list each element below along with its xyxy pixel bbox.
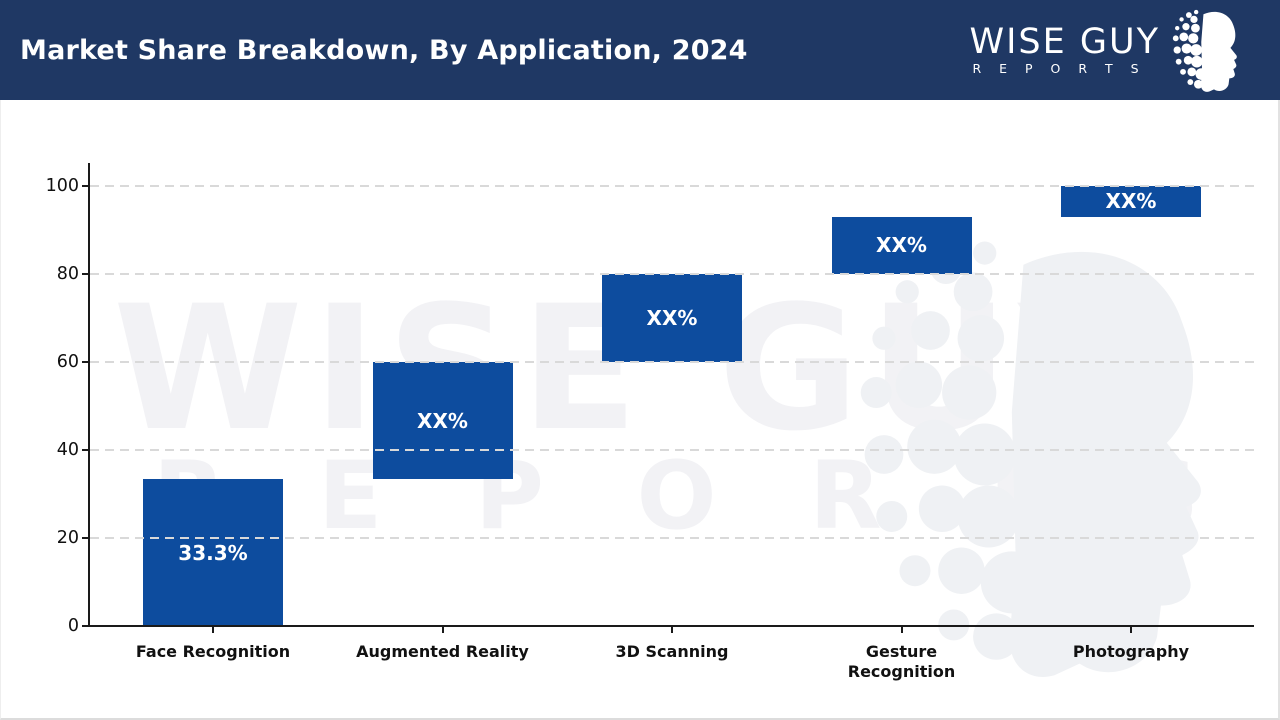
logo-wordmark: WISE GUY (969, 21, 1160, 62)
logo-face-icon (1172, 9, 1237, 92)
x-tick-4 (1130, 627, 1132, 633)
bar-value-label: XX% (646, 306, 698, 330)
x-tick-label-face-recognition: Face Recognition (135, 642, 291, 661)
x-tick-label-gesture-recognition: Gesture Recognition (847, 642, 956, 681)
gridline-60 (90, 361, 1254, 363)
bar-augmented-reality: XX% (372, 362, 513, 480)
wiseguy-logo: WISE GUY R E P O R T S (969, 7, 1250, 93)
bar-value-label: XX% (417, 408, 468, 433)
chart-area: WISE GUY R E P O R T S 33.3% XX% XX% XX% XX%… (0, 100, 1280, 720)
x-tick-label-photography: Photography (1072, 642, 1190, 661)
y-tick-label-100: 100 (45, 176, 79, 196)
y-tick-40 (82, 449, 88, 451)
bar-value-label: 33.3% (178, 540, 248, 565)
header: Market Share Breakdown, By Application, … (0, 0, 1280, 100)
x-tick-3 (900, 627, 903, 633)
x-tick-label-augmented-reality: Augmented Reality (356, 642, 529, 661)
x-tick-0 (212, 627, 214, 633)
gridline-100 (90, 185, 1254, 187)
y-tick-label-20: 20 (56, 528, 79, 548)
y-tick-80 (82, 273, 88, 275)
logo-subtext: R E P O R T S (972, 60, 1146, 76)
y-tick-20 (82, 537, 88, 539)
x-axis (88, 625, 1254, 627)
gridline-40 (90, 449, 1254, 451)
bar-value-label: XX% (1105, 189, 1157, 214)
y-tick-label-80: 80 (56, 264, 79, 284)
y-tick-60 (82, 361, 88, 363)
y-tick-label-40: 40 (56, 440, 79, 460)
logo-text: WISE GUY R E P O R T S (969, 21, 1160, 76)
y-tick-0 (82, 625, 88, 627)
bar-value-label: XX% (876, 233, 927, 258)
bar-photography: XX% (1061, 186, 1201, 217)
x-tick-1 (441, 627, 444, 633)
y-tick-label-0: 0 (67, 616, 79, 636)
gridline-20 (90, 537, 1254, 539)
bar-gesture-recognition: XX% (831, 216, 972, 274)
y-tick-100 (82, 185, 88, 187)
y-axis (88, 163, 90, 627)
bar-face-recognition: 33.3% (143, 479, 283, 626)
y-tick-label-60: 60 (56, 352, 79, 372)
page-title: Market Share Breakdown, By Application, … (20, 34, 748, 66)
x-tick-2 (671, 627, 673, 633)
bar-3d-scanning: XX% (602, 274, 742, 362)
watermark-face-icon (860, 241, 1201, 678)
gridline-80 (90, 273, 1254, 275)
x-tick-label-3d-scanning: 3D Scanning (615, 642, 729, 661)
